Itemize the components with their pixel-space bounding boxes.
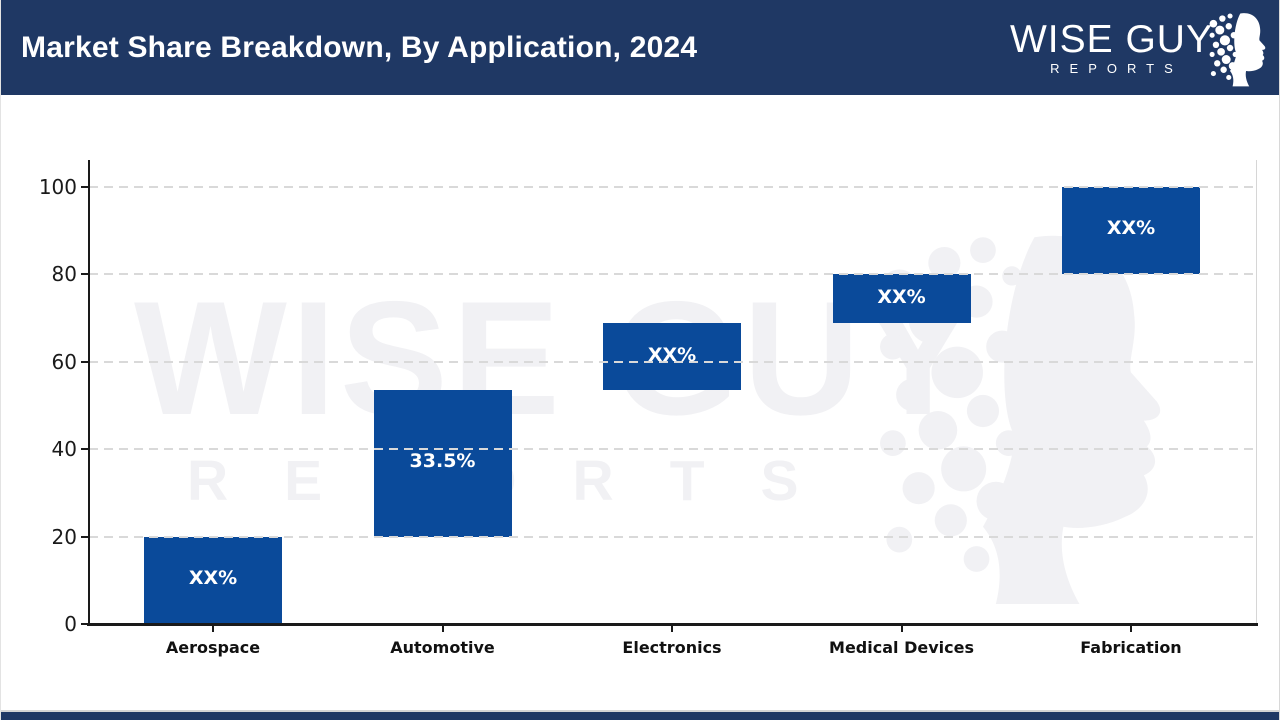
x-category-label: Automotive	[390, 638, 495, 657]
bar-electronics	[603, 323, 741, 390]
bar-value-label: XX%	[1106, 217, 1156, 240]
x-tick-2	[671, 626, 673, 632]
x-category-label: Fabrication	[1080, 638, 1182, 657]
watermark-text-reports: REPORTS	[187, 449, 855, 513]
y-tick-label-100: 100	[38, 174, 77, 199]
y-tick-0	[81, 623, 89, 625]
bar-value-label: XX%	[188, 567, 238, 590]
x-tick-1	[441, 626, 444, 632]
logo-face-icon	[1209, 13, 1266, 87]
wise-guy-reports-logo: WISE GUY REPORTS	[1010, 4, 1271, 92]
y-tick-label-80: 80	[51, 262, 77, 286]
logo-wiseguy-text: WISE GUY	[1009, 17, 1213, 61]
y-tick-label-20: 20	[51, 524, 77, 549]
x-category-label: Electronics	[622, 638, 722, 657]
gridline-80	[89, 273, 1256, 275]
bar-aerospace	[144, 536, 282, 624]
gridline-40	[89, 448, 1256, 450]
y-axis	[88, 160, 90, 626]
y-tick-label-40: 40	[51, 437, 77, 461]
right-spine	[1256, 160, 1257, 624]
bar-value-label: 33.5%	[409, 450, 476, 473]
logo-reports-text: REPORTS	[1050, 61, 1183, 77]
x-tick-0	[212, 626, 214, 632]
y-tick-label-0: 0	[64, 612, 77, 636]
footer-bar	[1, 712, 1279, 720]
watermark-text-wiseguy: WISE GUY	[134, 268, 977, 449]
bottom-hairline	[1, 710, 1279, 712]
bar-fabrication	[1062, 186, 1200, 274]
y-tick-80	[81, 273, 89, 275]
gridline-20	[89, 535, 1256, 538]
header: Market Share Breakdown, By Application, …	[1, 0, 1279, 95]
y-tick-100	[81, 185, 89, 188]
y-tick-40	[81, 448, 89, 450]
x-axis	[87, 623, 1258, 626]
bar-value-label: XX%	[877, 285, 926, 308]
bar-medical-devices	[832, 274, 971, 324]
y-tick-label-60: 60	[51, 349, 77, 374]
page-title: Market Share Breakdown, By Application, …	[21, 30, 698, 64]
x-tick-3	[900, 626, 903, 632]
x-category-label: Medical Devices	[829, 638, 974, 657]
y-tick-60	[81, 360, 89, 363]
gridline-60	[89, 360, 1256, 363]
bar-automotive	[373, 389, 512, 537]
y-tick-20	[81, 535, 89, 538]
gridline-100	[89, 185, 1256, 188]
bar-value-label: XX%	[647, 343, 697, 366]
x-category-label: Aerospace	[165, 638, 261, 657]
x-tick-4	[1130, 626, 1132, 632]
logo-text: WISE GUY REPORTS	[1009, 17, 1213, 77]
